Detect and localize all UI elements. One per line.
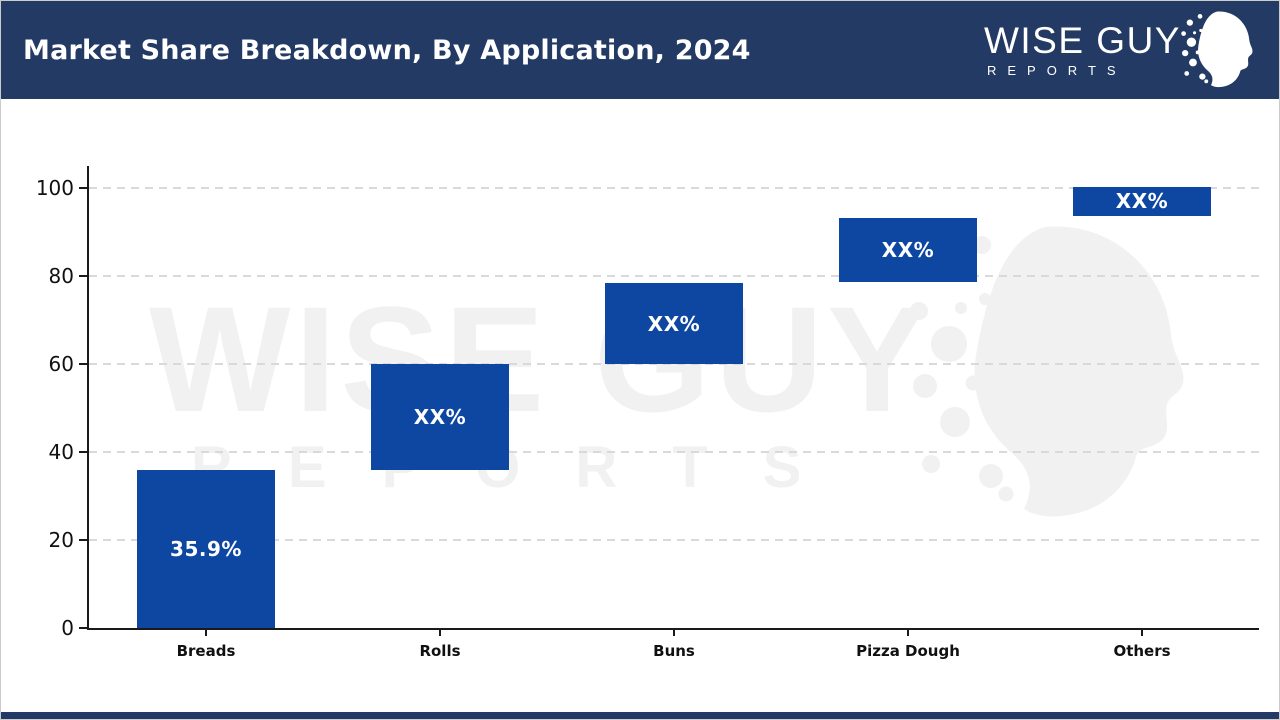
logo-text: WISE GUY REPORTS — [984, 22, 1181, 78]
watermark-face-icon — [910, 226, 1184, 517]
y-axis — [87, 166, 89, 630]
page-title: Market Share Breakdown, By Application, … — [23, 34, 751, 66]
y-tick-label: 100 — [35, 176, 74, 200]
x-tick-label: Others — [1113, 642, 1171, 660]
logo-face-icon — [1181, 11, 1253, 88]
logo-subtitle: REPORTS — [986, 63, 1127, 78]
bar-value-label: XX% — [881, 238, 935, 263]
y-tick-mark — [79, 187, 87, 189]
plot-area: 0 20 40 60 80 100 35.9% Breads XX% Rolls XX% Buns XX… — [36, 166, 1259, 660]
y-tick-mark — [79, 451, 87, 453]
x-tick-mark — [907, 628, 909, 636]
y-tick-label: 0 — [61, 616, 74, 640]
bar-value-label: 35.9% — [170, 537, 242, 561]
x-tick-mark — [673, 628, 675, 636]
bar-pizza-dough: XX% — [839, 217, 977, 283]
bar-value-label: XX% — [1115, 189, 1169, 214]
y-tick-mark — [79, 627, 87, 629]
wiseguy-logo: WISE GUY REPORTS — [984, 7, 1259, 93]
y-tick-label: 60 — [48, 352, 74, 376]
y-tick-label: 80 — [48, 264, 74, 288]
x-tick-label: Breads — [176, 642, 236, 660]
bar-value-label: XX% — [647, 311, 701, 336]
bar-others: XX% — [1073, 186, 1211, 217]
gridline — [89, 363, 1259, 365]
x-tick-label: Buns — [653, 642, 695, 660]
gridline — [89, 275, 1259, 277]
bar-rolls: XX% — [371, 364, 509, 471]
chart-area: WISE GUY REPORTS 0 20 40 60 80 100 35.9% Breads… — [1, 99, 1279, 714]
bar-buns: XX% — [605, 283, 743, 364]
watermark-wordmark: WISE GUY — [149, 275, 932, 443]
bar-breads: 35.9% — [137, 470, 275, 628]
x-tick-label: Pizza Dough — [856, 642, 960, 660]
logo-wordmark: WISE GUY — [983, 20, 1181, 61]
x-tick-mark — [439, 628, 441, 636]
y-tick-label: 20 — [48, 528, 74, 552]
footer-bar — [1, 712, 1279, 719]
x-tick-mark — [1141, 628, 1143, 636]
gridline — [89, 187, 1259, 189]
y-tick-mark — [79, 363, 87, 365]
bar-value-label: XX% — [413, 405, 467, 430]
x-tick-label: Rolls — [419, 642, 461, 660]
y-tick-label: 40 — [48, 440, 74, 464]
gridline — [89, 539, 1259, 541]
gridline — [89, 451, 1259, 453]
x-tick-mark — [205, 628, 207, 636]
y-tick-mark — [79, 539, 87, 541]
header: Market Share Breakdown, By Application, … — [1, 1, 1279, 99]
y-tick-mark — [79, 275, 87, 277]
